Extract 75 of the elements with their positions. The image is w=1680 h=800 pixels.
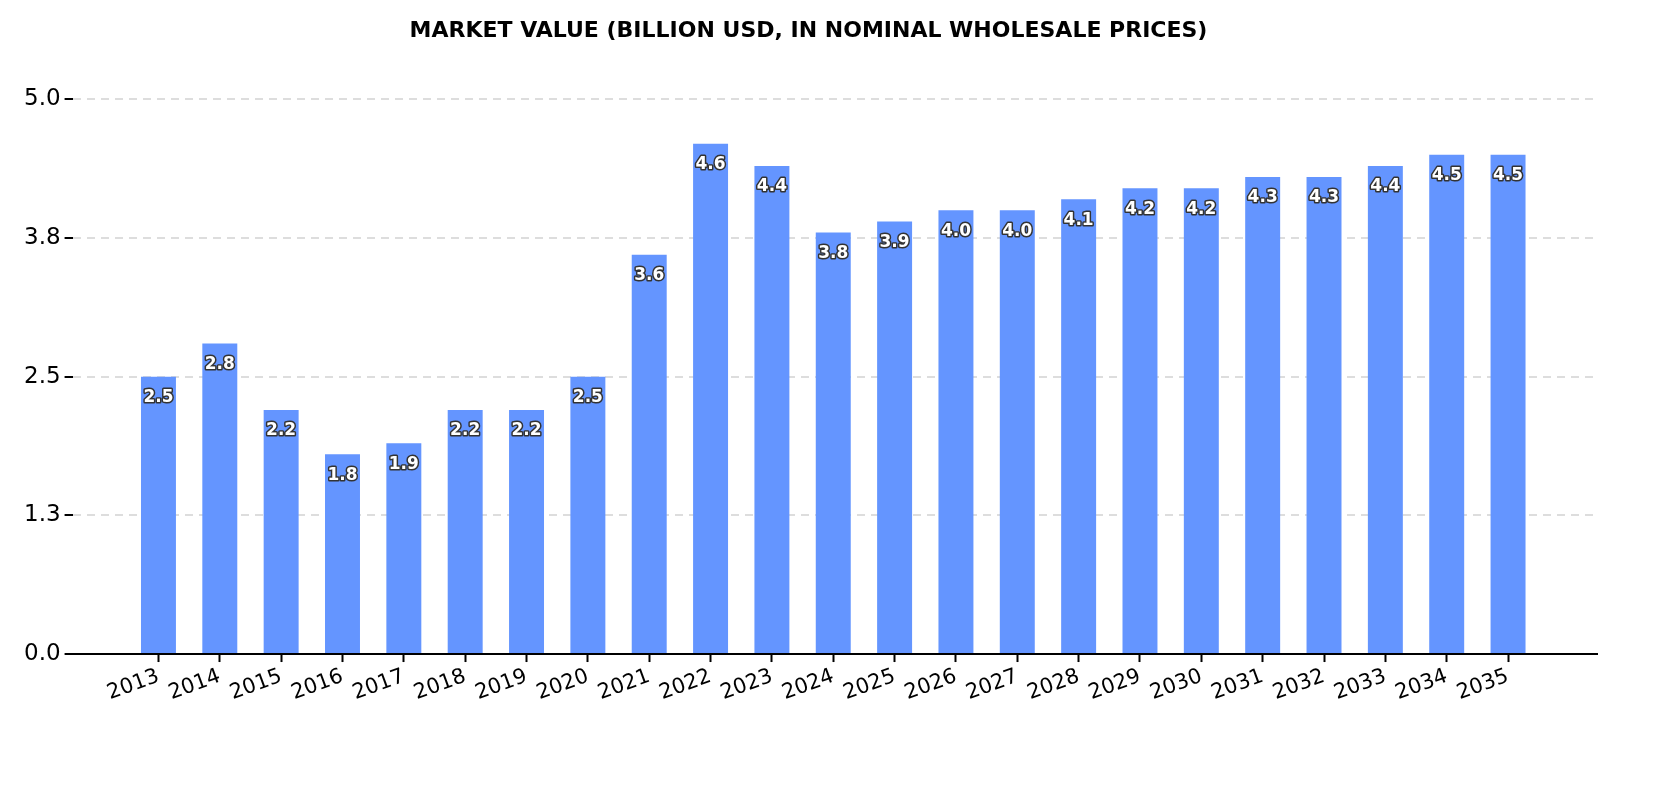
y-tick-label: 0.0 (24, 639, 61, 666)
bar (509, 410, 545, 654)
bar (1061, 199, 1097, 654)
bar (1490, 154, 1526, 654)
bar (1367, 165, 1403, 654)
x-tick-label: 2033 (1330, 663, 1389, 704)
data-label: 1.9 (388, 452, 419, 473)
data-label: 2.5 (143, 386, 174, 407)
x-tick-label: 2016 (287, 663, 347, 704)
data-label: 4.0 (1002, 219, 1033, 240)
y-tick-label: 1.3 (24, 500, 61, 527)
x-tick-label: 2027 (962, 663, 1021, 704)
bar (1306, 177, 1342, 654)
data-label: 4.5 (1431, 164, 1462, 185)
x-tick-label: 2031 (1207, 663, 1267, 704)
data-label: 4.0 (940, 219, 972, 240)
x-tick-label: 2029 (1085, 663, 1144, 704)
y-tick-label: 3.8 (24, 223, 61, 250)
x-tick-label: 2032 (1269, 663, 1328, 704)
x-tick-label: 2022 (655, 663, 715, 704)
data-label: 4.2 (1186, 197, 1217, 218)
bar (263, 410, 299, 654)
bar (815, 232, 851, 654)
bar (1122, 188, 1158, 654)
bar (999, 210, 1035, 654)
bar (877, 221, 913, 654)
data-label: 2.2 (450, 419, 481, 440)
x-tick-label: 2014 (164, 663, 224, 704)
data-label: 2.5 (572, 386, 603, 407)
data-label: 4.6 (695, 153, 726, 174)
chart-title: MARKET VALUE (BILLION USD, IN NOMINAL WHOLESALE PRICES) (409, 16, 1208, 42)
data-label: 4.3 (1247, 186, 1278, 207)
bar (1429, 154, 1465, 654)
data-label: 4.4 (1370, 175, 1401, 196)
x-tick-label: 2019 (471, 663, 531, 704)
data-label: 4.2 (1124, 197, 1156, 218)
data-label: 3.8 (818, 241, 849, 262)
data-label: 2.2 (266, 419, 297, 440)
bar (570, 376, 606, 654)
x-tick-label: 2035 (1453, 663, 1512, 704)
x-tick-label: 2018 (410, 663, 469, 704)
data-label: 4.4 (756, 175, 788, 196)
data-label: 4.3 (1308, 186, 1340, 207)
x-tick-label: 2030 (1146, 663, 1205, 704)
x-tick-label: 2015 (226, 663, 285, 704)
bar (202, 343, 238, 654)
x-tick-label: 2021 (594, 663, 653, 704)
data-label: 4.1 (1063, 208, 1094, 229)
x-tick-label: 2023 (717, 663, 776, 704)
y-tick-label: 5.0 (24, 84, 61, 111)
bar (754, 165, 790, 654)
bar (386, 443, 422, 654)
bar (631, 254, 667, 654)
data-label: 3.6 (634, 264, 665, 285)
x-tick-label: 2034 (1391, 663, 1451, 704)
x-tick-label: 2013 (103, 663, 163, 704)
x-tick-label: 2017 (348, 663, 408, 704)
x-tick-label: 2025 (839, 663, 899, 704)
x-tick-label: 2028 (1023, 663, 1083, 704)
bar (1183, 188, 1219, 654)
data-label: 1.8 (327, 463, 358, 484)
y-tick-label: 2.5 (24, 361, 61, 388)
bar (693, 143, 729, 654)
bar (140, 376, 176, 654)
data-label: 3.9 (879, 230, 910, 251)
x-tick-label: 2024 (778, 663, 837, 704)
data-label: 2.2 (511, 419, 542, 440)
data-label: 2.8 (204, 352, 235, 373)
x-tick-label: 2020 (533, 663, 592, 704)
bar (938, 210, 974, 654)
bar (447, 410, 483, 654)
bar (1245, 177, 1281, 654)
x-tick-label: 2026 (901, 663, 960, 704)
data-label: 4.5 (1492, 164, 1524, 185)
bar (325, 454, 360, 654)
